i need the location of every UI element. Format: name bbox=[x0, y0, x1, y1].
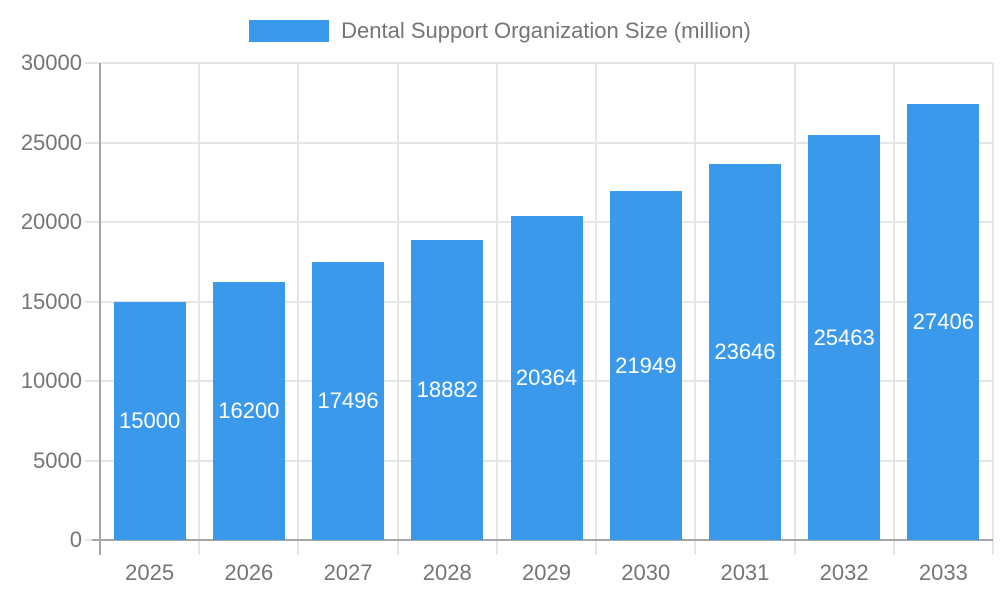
bar-2033 bbox=[907, 104, 980, 540]
x-axis-label: 2032 bbox=[819, 560, 869, 585]
x-axis-label: 2028 bbox=[422, 560, 472, 585]
y-axis-tick bbox=[85, 380, 100, 382]
bar-2028 bbox=[411, 239, 484, 540]
x-axis-label: 2031 bbox=[720, 560, 770, 585]
y-axis-label: 5000 bbox=[33, 447, 82, 473]
bar-2025 bbox=[113, 301, 186, 540]
y-axis-tick bbox=[85, 141, 100, 144]
bar-value-label: 16200 bbox=[218, 398, 280, 424]
bar-value-label: 27406 bbox=[912, 309, 974, 335]
bar-2027 bbox=[312, 261, 385, 540]
bar-value-label: 20364 bbox=[515, 365, 578, 391]
vertical-gridline bbox=[495, 63, 498, 555]
y-axis-label: 25000 bbox=[20, 129, 82, 155]
bar-2032 bbox=[808, 135, 881, 540]
vertical-gridline bbox=[396, 63, 399, 555]
vertical-gridline bbox=[694, 63, 697, 555]
horizontal-gridline bbox=[100, 141, 993, 144]
horizontal-gridline bbox=[100, 62, 993, 64]
bar-value-label: 25463 bbox=[813, 324, 875, 350]
vertical-gridline bbox=[198, 63, 201, 555]
vertical-gridline bbox=[793, 63, 796, 555]
chart-legend[interactable]: Dental Support Organization Size (millio… bbox=[0, 19, 1000, 43]
bar-value-label: 17496 bbox=[317, 387, 379, 413]
x-axis-label: 2027 bbox=[323, 560, 373, 585]
y-axis-label: 15000 bbox=[20, 288, 82, 314]
y-axis-label: 10000 bbox=[20, 368, 82, 393]
legend-swatch bbox=[249, 20, 330, 42]
bar-value-label: 18882 bbox=[416, 376, 478, 402]
vertical-gridline bbox=[595, 63, 598, 555]
y-axis-line bbox=[99, 63, 101, 555]
bar-2030 bbox=[609, 191, 682, 540]
y-axis-label: 20000 bbox=[20, 209, 82, 234]
y-axis-label: 30000 bbox=[20, 50, 82, 75]
x-axis-label: 2026 bbox=[224, 560, 274, 585]
x-axis-label: 2025 bbox=[125, 560, 175, 585]
bar-value-label: 21949 bbox=[615, 352, 677, 378]
legend-label: Dental Support Organization Size (millio… bbox=[341, 18, 751, 43]
y-axis-tick bbox=[85, 62, 100, 64]
y-axis-tick bbox=[85, 221, 100, 223]
vertical-gridline bbox=[297, 63, 300, 555]
y-axis-label: 0 bbox=[69, 527, 82, 552]
x-axis-line bbox=[92, 539, 993, 541]
y-axis-tick bbox=[85, 300, 100, 303]
x-axis-label: 2033 bbox=[918, 560, 968, 585]
bar-2029 bbox=[510, 216, 583, 540]
bar-value-label: 23646 bbox=[714, 339, 776, 364]
y-axis-tick bbox=[85, 459, 100, 462]
vertical-gridline bbox=[892, 63, 895, 555]
bar-2026 bbox=[212, 282, 285, 540]
x-axis-label: 2030 bbox=[621, 560, 671, 585]
x-axis-label: 2029 bbox=[522, 560, 571, 585]
bar-2031 bbox=[708, 164, 781, 540]
vertical-gridline bbox=[992, 63, 994, 555]
bar-value-label: 15000 bbox=[119, 407, 181, 433]
